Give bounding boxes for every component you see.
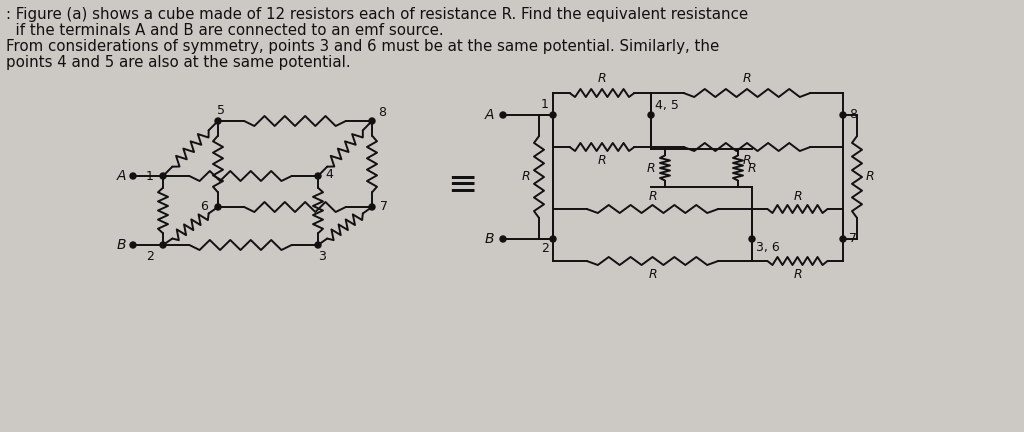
Text: A: A: [484, 108, 494, 122]
Text: R: R: [648, 267, 656, 280]
Circle shape: [749, 236, 755, 242]
Circle shape: [160, 173, 166, 179]
Circle shape: [369, 118, 375, 124]
Text: 4: 4: [325, 168, 333, 181]
Circle shape: [130, 242, 136, 248]
Text: A: A: [117, 169, 126, 183]
Circle shape: [840, 236, 846, 242]
Text: R: R: [521, 171, 530, 184]
Circle shape: [500, 236, 506, 242]
Text: R: R: [598, 73, 606, 86]
Circle shape: [369, 204, 375, 210]
Text: From considerations of symmetry, points 3 and 6 must be at the same potential. S: From considerations of symmetry, points …: [6, 39, 719, 54]
Text: 6: 6: [200, 200, 208, 213]
Circle shape: [550, 112, 556, 118]
Text: R: R: [794, 267, 802, 280]
Text: ≡: ≡: [446, 167, 477, 201]
Text: B: B: [117, 238, 126, 252]
Text: R: R: [742, 73, 752, 86]
Circle shape: [500, 112, 506, 118]
Circle shape: [840, 112, 846, 118]
Text: if the terminals A and B are connected to an emf source.: if the terminals A and B are connected t…: [6, 23, 443, 38]
Text: R: R: [865, 171, 874, 184]
Text: 5: 5: [217, 105, 225, 118]
Circle shape: [160, 242, 166, 248]
Circle shape: [550, 236, 556, 242]
Circle shape: [130, 173, 136, 179]
Text: 1: 1: [146, 169, 154, 182]
Text: B: B: [484, 232, 494, 246]
Circle shape: [315, 173, 321, 179]
Text: 3, 6: 3, 6: [756, 241, 779, 254]
Text: : Figure (a) shows a cube made of 12 resistors each of resistance R. Find the eq: : Figure (a) shows a cube made of 12 res…: [6, 7, 749, 22]
Text: 2: 2: [146, 250, 154, 263]
Text: R: R: [648, 190, 656, 203]
Circle shape: [315, 242, 321, 248]
Text: R: R: [598, 153, 606, 166]
Text: 4, 5: 4, 5: [655, 99, 679, 112]
Circle shape: [648, 112, 654, 118]
Text: 8: 8: [378, 107, 386, 120]
Text: 8: 8: [849, 108, 857, 121]
Circle shape: [215, 118, 221, 124]
Text: points 4 and 5 are also at the same potential.: points 4 and 5 are also at the same pote…: [6, 55, 350, 70]
Text: 2: 2: [541, 242, 549, 255]
Text: 3: 3: [318, 250, 326, 263]
Text: R: R: [794, 190, 802, 203]
Circle shape: [215, 204, 221, 210]
Text: 1: 1: [541, 98, 549, 111]
Text: 7: 7: [849, 232, 857, 245]
Text: R: R: [742, 153, 752, 166]
Text: 7: 7: [380, 200, 388, 213]
Text: R: R: [748, 162, 757, 175]
Text: R: R: [647, 162, 655, 175]
